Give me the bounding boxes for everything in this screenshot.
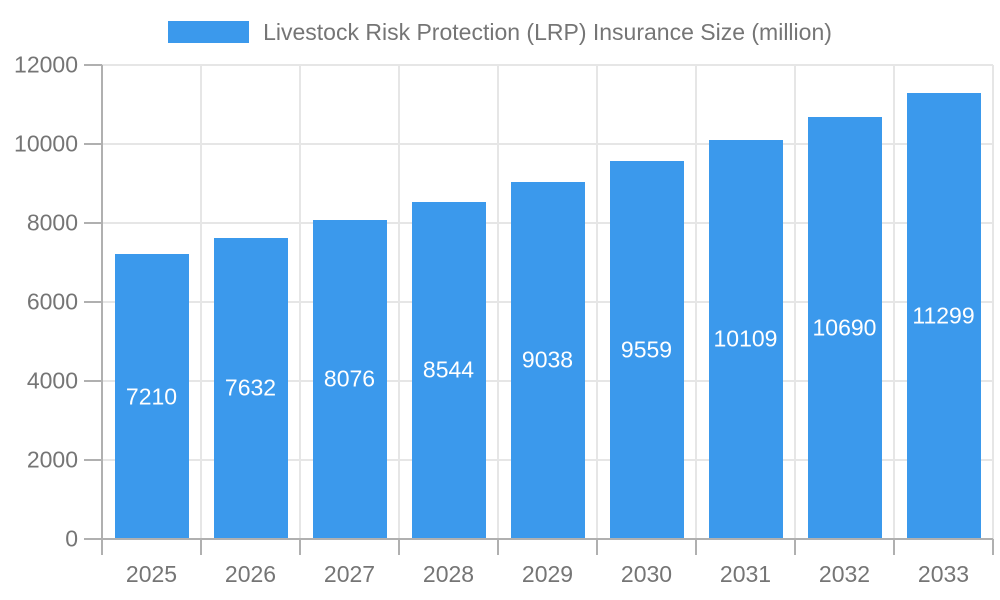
x-axis-tick	[101, 539, 103, 555]
x-axis-tick	[299, 539, 301, 555]
bar-value-label: 8544	[422, 356, 475, 383]
bar-value-label: 10109	[713, 325, 778, 352]
bar-2027[interactable]	[312, 220, 387, 539]
y-gridline	[102, 64, 993, 66]
x-axis-label: 2033	[917, 561, 970, 587]
x-gridline	[398, 65, 400, 539]
x-axis-label: 2028	[422, 561, 475, 587]
x-axis-label: 2026	[224, 561, 277, 587]
legend-swatch	[168, 21, 250, 43]
x-gridline	[794, 65, 796, 539]
x-axis-label: 2031	[719, 561, 772, 587]
bar-2028[interactable]	[411, 201, 486, 539]
bar-2029[interactable]	[510, 182, 585, 539]
x-axis-label: 2027	[323, 561, 376, 587]
bar-2033[interactable]	[906, 92, 981, 539]
y-axis-tick-label: 4000	[26, 367, 78, 394]
y-axis-tick-label: 0	[65, 525, 78, 552]
y-gridline	[102, 143, 993, 145]
y-axis-tick	[84, 459, 102, 461]
x-axis-tick	[992, 539, 994, 555]
x-gridline	[695, 65, 697, 539]
y-axis-tick	[84, 222, 102, 224]
y-axis-tick	[84, 64, 102, 66]
x-axis-tick	[893, 539, 895, 555]
bar-value-label: 9038	[521, 346, 574, 373]
legend-label: Livestock Risk Protection (LRP) Insuranc…	[263, 18, 832, 45]
y-axis-tick	[84, 301, 102, 303]
x-axis-line	[102, 537, 993, 540]
y-axis-tick-label: 6000	[26, 288, 78, 315]
x-axis-tick	[695, 539, 697, 555]
bar-value-label: 11299	[912, 302, 975, 329]
x-gridline	[299, 65, 301, 539]
x-axis-tick	[596, 539, 598, 555]
bar-value-label: 7632	[224, 374, 277, 401]
x-axis-label: 2030	[620, 561, 673, 587]
bar-2025[interactable]	[114, 254, 189, 539]
x-gridline	[992, 65, 994, 539]
bar-2030[interactable]	[609, 161, 684, 539]
x-axis-tick	[200, 539, 202, 555]
x-axis-label: 2029	[521, 561, 574, 587]
bar-value-label: 7210	[125, 383, 178, 410]
bar-value-label: 10690	[812, 314, 877, 341]
y-axis-tick	[84, 143, 102, 145]
x-axis-label: 2025	[125, 561, 178, 587]
bar-value-label: 9559	[620, 336, 673, 363]
x-gridline	[497, 65, 499, 539]
x-gridline	[596, 65, 598, 539]
y-axis-line	[101, 65, 103, 539]
x-axis-tick	[497, 539, 499, 555]
bar-2032[interactable]	[807, 116, 882, 539]
y-axis-tick	[84, 380, 102, 382]
bar-value-label: 8076	[323, 365, 376, 392]
x-gridline	[893, 65, 895, 539]
x-gridline	[200, 65, 202, 539]
plot-area: 0 2000 4000 6000 8000 10000 12000 7210 2025 7632 2…	[14, 52, 994, 587]
y-axis-tick-label: 2000	[26, 446, 78, 473]
legend[interactable]: Livestock Risk Protection (LRP) Insuranc…	[0, 17, 1000, 47]
x-axis-tick	[794, 539, 796, 555]
y-axis-tick	[84, 538, 102, 540]
bar-2026[interactable]	[213, 237, 288, 539]
y-axis-tick-label: 12000	[14, 51, 78, 78]
x-axis-tick	[398, 539, 400, 555]
x-axis-label: 2032	[818, 561, 871, 587]
y-axis-tick-label: 8000	[26, 209, 78, 236]
y-axis-tick-label: 10000	[14, 130, 78, 157]
bar-2031[interactable]	[708, 139, 783, 539]
